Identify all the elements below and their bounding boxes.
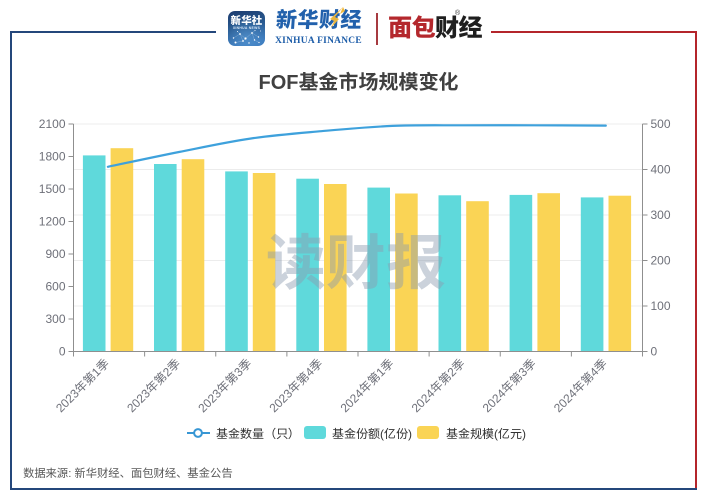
svg-text:300: 300 xyxy=(651,208,671,222)
svg-text:900: 900 xyxy=(45,247,65,261)
svg-text:1800: 1800 xyxy=(39,150,66,164)
svg-text:2023年第1季: 2023年第1季 xyxy=(53,356,112,415)
svg-text:0: 0 xyxy=(59,345,66,359)
svg-text:1200: 1200 xyxy=(39,215,66,229)
svg-text:新华社: 新华社 xyxy=(230,13,263,28)
svg-text:2024年第3季: 2024年第3季 xyxy=(480,356,539,415)
svg-text:600: 600 xyxy=(45,280,65,294)
svg-text:1500: 1500 xyxy=(39,182,66,196)
svg-text:400: 400 xyxy=(651,163,671,177)
svg-text:2024年第1季: 2024年第1季 xyxy=(338,356,397,415)
svg-text:2024年第4季: 2024年第4季 xyxy=(551,356,610,415)
svg-text:2024年第2季: 2024年第2季 xyxy=(409,356,468,415)
svg-text:2023年第2季: 2023年第2季 xyxy=(124,356,183,415)
svg-text:0: 0 xyxy=(651,345,658,359)
svg-text:XINHUA NEWS: XINHUA NEWS xyxy=(233,26,261,30)
svg-text:2023年第3季: 2023年第3季 xyxy=(195,356,254,415)
svg-text:500: 500 xyxy=(651,117,671,131)
svg-text:200: 200 xyxy=(651,254,671,268)
svg-text:300: 300 xyxy=(45,312,65,326)
svg-text:100: 100 xyxy=(651,299,671,313)
svg-text:2023年第4季: 2023年第4季 xyxy=(266,356,325,415)
svg-text:2100: 2100 xyxy=(39,117,66,131)
